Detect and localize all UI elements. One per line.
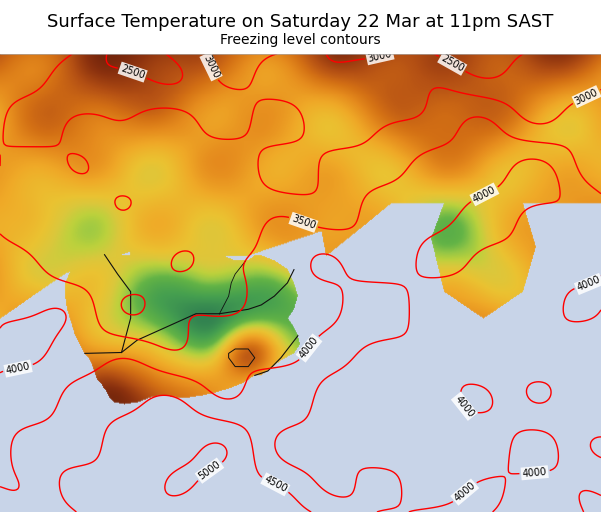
Text: 4000: 4000 [452,480,477,504]
Text: 4000: 4000 [453,394,476,419]
Text: Freezing level contours: Freezing level contours [220,33,381,47]
Text: 5000: 5000 [197,459,222,482]
Text: Surface Temperature on Saturday 22 Mar at 11pm SAST: Surface Temperature on Saturday 22 Mar a… [47,13,554,31]
Text: 4500: 4500 [262,474,288,495]
Text: 4000: 4000 [576,274,601,293]
Text: 2500: 2500 [120,63,146,81]
Text: 3000: 3000 [367,49,393,63]
Text: 4000: 4000 [5,361,31,376]
Text: 3000: 3000 [201,53,221,80]
Text: 4000: 4000 [471,184,498,204]
Text: 4000: 4000 [297,335,320,361]
Text: 2500: 2500 [439,53,466,74]
Text: 4000: 4000 [522,467,548,479]
Text: 3000: 3000 [573,87,600,106]
Text: 3500: 3500 [290,214,317,231]
